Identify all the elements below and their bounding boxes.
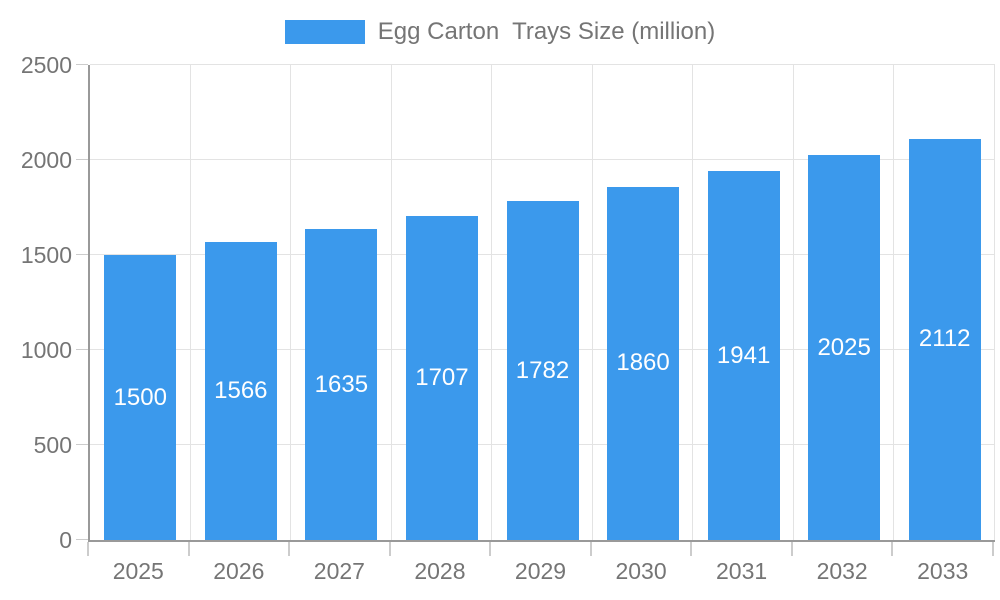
x-axis-label: 2025 xyxy=(112,558,164,584)
bar[interactable] xyxy=(808,155,881,540)
bar-value-label: 1635 xyxy=(314,370,369,398)
x-gridline xyxy=(792,65,794,540)
bar[interactable] xyxy=(607,186,680,540)
y-axis-label: 2500 xyxy=(20,52,72,78)
x-axis-label: 2032 xyxy=(816,558,868,584)
x-axis-tick xyxy=(891,542,894,556)
x-gridline xyxy=(290,65,292,540)
y-gridline xyxy=(90,159,995,160)
x-gridline xyxy=(189,65,191,540)
x-axis-tick xyxy=(790,542,793,556)
x-gridline xyxy=(893,65,895,540)
y-axis-label: 1000 xyxy=(20,337,72,363)
bar[interactable] xyxy=(707,171,780,540)
x-axis-tick xyxy=(87,542,89,556)
legend-swatch xyxy=(284,20,365,44)
plot-area: 1500 1566 1635 1707 1782 1860 1941 2025 2112 xyxy=(88,64,995,542)
bar[interactable] xyxy=(204,242,277,540)
x-axis-tick xyxy=(589,542,592,556)
y-axis-label: 1500 xyxy=(20,242,72,268)
x-gridline xyxy=(692,65,694,540)
x-gridline xyxy=(994,65,995,540)
x-gridline xyxy=(591,65,593,540)
bar[interactable] xyxy=(104,255,177,540)
bar-value-label: 1860 xyxy=(616,349,670,377)
y-axis-label: 2000 xyxy=(20,147,72,173)
y-axis-tick xyxy=(76,254,88,255)
x-gridline xyxy=(491,65,493,540)
y-axis-tick xyxy=(76,159,88,160)
x-axis-tick xyxy=(288,542,291,556)
bar-value-label: 1782 xyxy=(515,356,570,384)
bar-value-label: 1500 xyxy=(113,383,167,411)
bar[interactable] xyxy=(908,138,981,540)
x-axis-label: 2029 xyxy=(514,558,567,584)
y-axis-tick xyxy=(76,539,88,540)
y-axis-label: 0 xyxy=(59,527,72,553)
bar-value-label: 1566 xyxy=(214,377,268,405)
x-axis-tick xyxy=(690,542,693,556)
y-axis-label: 500 xyxy=(33,432,72,458)
legend[interactable]: Egg Carton Trays Size (million) xyxy=(0,18,1000,46)
x-axis-tick xyxy=(187,542,190,556)
x-axis-tick xyxy=(992,542,994,556)
y-axis-tick xyxy=(76,349,88,350)
y-axis-tick xyxy=(76,444,88,445)
bar[interactable] xyxy=(506,201,579,540)
x-axis-label: 2033 xyxy=(917,558,969,584)
bar-value-label: 2025 xyxy=(817,333,871,361)
x-axis-tick xyxy=(388,542,391,556)
y-axis-tick xyxy=(76,64,88,65)
y-gridline xyxy=(90,64,995,65)
x-axis-label: 2031 xyxy=(716,558,768,584)
x-axis-label: 2027 xyxy=(313,558,365,584)
bar[interactable] xyxy=(405,215,478,540)
x-axis-label: 2028 xyxy=(414,558,466,584)
bar[interactable] xyxy=(305,229,378,540)
bar-value-label: 2112 xyxy=(918,325,971,353)
x-gridline xyxy=(390,65,392,540)
x-axis-label: 2030 xyxy=(615,558,667,584)
bar-value-label: 1707 xyxy=(415,363,469,391)
x-axis-label: 2026 xyxy=(213,558,265,584)
x-axis-tick xyxy=(489,542,492,556)
bar-value-label: 1941 xyxy=(716,341,771,369)
legend-label: Egg Carton Trays Size (million) xyxy=(377,18,716,45)
